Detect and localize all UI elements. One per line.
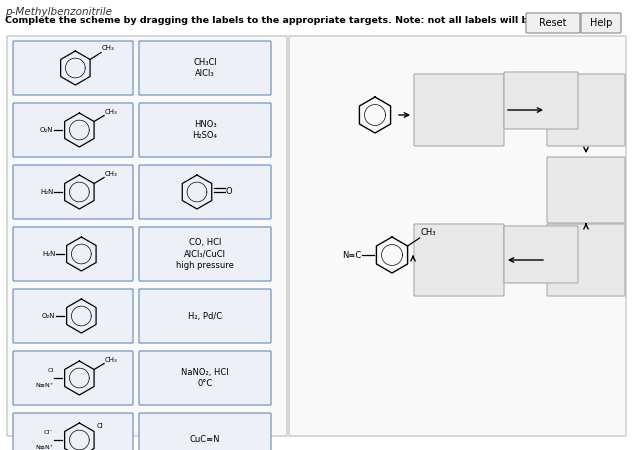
FancyBboxPatch shape — [139, 227, 271, 281]
Text: CH₃: CH₃ — [105, 108, 118, 114]
FancyBboxPatch shape — [504, 72, 578, 129]
FancyBboxPatch shape — [139, 103, 271, 157]
Text: Cl: Cl — [47, 368, 53, 373]
Text: HNO₃
H₂SO₄: HNO₃ H₂SO₄ — [192, 120, 218, 140]
Text: NaNO₂, HCl
0°C: NaNO₂, HCl 0°C — [181, 368, 229, 388]
FancyBboxPatch shape — [13, 289, 133, 343]
Text: H₂, Pd/C: H₂, Pd/C — [188, 311, 222, 320]
FancyBboxPatch shape — [139, 413, 271, 450]
Text: H₂N: H₂N — [42, 251, 55, 257]
FancyBboxPatch shape — [139, 165, 271, 219]
FancyBboxPatch shape — [13, 165, 133, 219]
Text: H₂N: H₂N — [40, 189, 53, 195]
FancyBboxPatch shape — [547, 74, 625, 146]
FancyBboxPatch shape — [139, 351, 271, 405]
Text: O: O — [226, 186, 232, 195]
Text: Reset: Reset — [539, 18, 567, 28]
Text: Complete the scheme by dragging the labels to the appropriate targets. Note: not: Complete the scheme by dragging the labe… — [5, 16, 567, 25]
FancyBboxPatch shape — [526, 13, 580, 33]
Text: N≡N⁺: N≡N⁺ — [35, 445, 53, 450]
Text: CH₃Cl
AlCl₃: CH₃Cl AlCl₃ — [193, 58, 217, 78]
FancyBboxPatch shape — [139, 289, 271, 343]
FancyBboxPatch shape — [7, 36, 287, 436]
Text: CO, HCl
AlCl₃/CuCl
high pressure: CO, HCl AlCl₃/CuCl high pressure — [176, 238, 234, 270]
Text: N≡N⁺: N≡N⁺ — [35, 383, 53, 388]
Text: p-Methylbenzonitrile: p-Methylbenzonitrile — [5, 7, 112, 17]
FancyBboxPatch shape — [289, 36, 626, 436]
Text: N≡C: N≡C — [342, 251, 361, 260]
FancyBboxPatch shape — [414, 74, 504, 146]
Text: Cl: Cl — [97, 423, 104, 428]
Text: CH₃: CH₃ — [105, 356, 118, 363]
FancyBboxPatch shape — [547, 224, 625, 296]
FancyBboxPatch shape — [13, 103, 133, 157]
Text: Cl⁻: Cl⁻ — [44, 430, 53, 435]
FancyBboxPatch shape — [139, 41, 271, 95]
Text: CH₃: CH₃ — [102, 45, 115, 51]
FancyBboxPatch shape — [414, 224, 504, 296]
FancyBboxPatch shape — [13, 351, 133, 405]
Text: CuC≡N: CuC≡N — [190, 436, 220, 445]
Text: O₂N: O₂N — [40, 127, 53, 133]
FancyBboxPatch shape — [13, 41, 133, 95]
FancyBboxPatch shape — [547, 157, 625, 223]
Text: Help: Help — [590, 18, 612, 28]
Text: CH₃: CH₃ — [420, 228, 436, 237]
Text: O₂N: O₂N — [42, 313, 55, 319]
FancyBboxPatch shape — [581, 13, 621, 33]
FancyBboxPatch shape — [504, 226, 578, 283]
FancyBboxPatch shape — [13, 227, 133, 281]
FancyBboxPatch shape — [13, 413, 133, 450]
Text: CH₃: CH₃ — [105, 171, 118, 176]
